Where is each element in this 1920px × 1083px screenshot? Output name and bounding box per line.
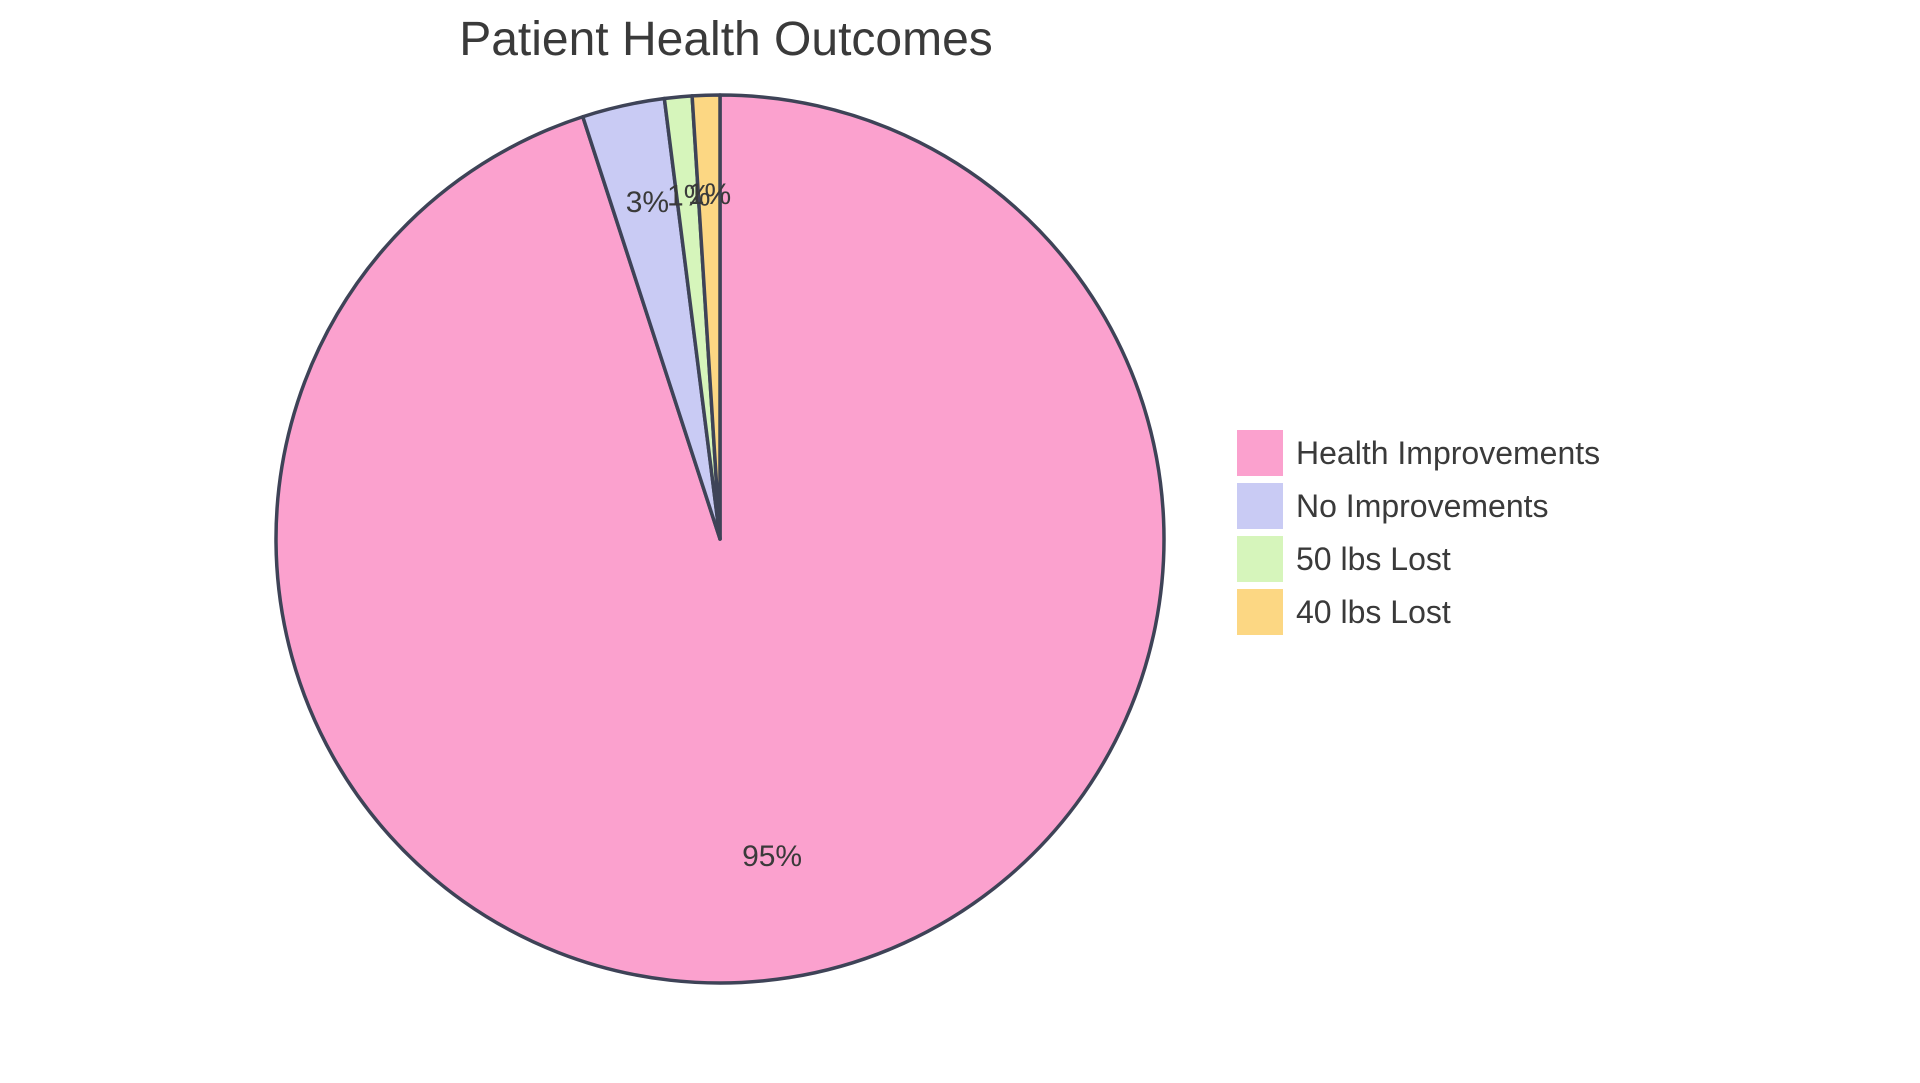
legend-item-40-lbs-lost: 40 lbs Lost [1237, 589, 1600, 635]
percent-label-no-improvements: 3% [626, 186, 669, 219]
percent-label-40-lbs-lost: 1% [688, 178, 731, 211]
pie-slice-health-improvements [274, 93, 1166, 985]
legend-label-50-lbs-lost: 50 lbs Lost [1296, 540, 1451, 577]
legend: Health Improvements No Improvements 50 l… [1237, 430, 1600, 635]
legend-swatch-50-lbs-lost [1237, 536, 1283, 582]
legend-swatch-health-improvements [1237, 430, 1283, 476]
percent-label-health-improvements: 95% [742, 840, 802, 873]
legend-swatch-40-lbs-lost [1237, 589, 1283, 635]
legend-label-40-lbs-lost: 40 lbs Lost [1296, 593, 1451, 630]
legend-label-no-improvements: No Improvements [1296, 487, 1549, 524]
pie-slice-40-lbs-lost [690, 93, 722, 541]
percent-label-50-lbs-lost: 1% [667, 180, 710, 213]
legend-item-no-improvements: No Improvements [1237, 483, 1600, 529]
legend-label-health-improvements: Health Improvements [1296, 434, 1601, 471]
chart-title: Patient Health Outcomes [459, 13, 993, 66]
legend-item-50-lbs-lost: 50 lbs Lost [1237, 536, 1600, 582]
legend-item-health-improvements: Health Improvements [1237, 430, 1600, 476]
legend-swatch-no-improvements [1237, 483, 1283, 529]
